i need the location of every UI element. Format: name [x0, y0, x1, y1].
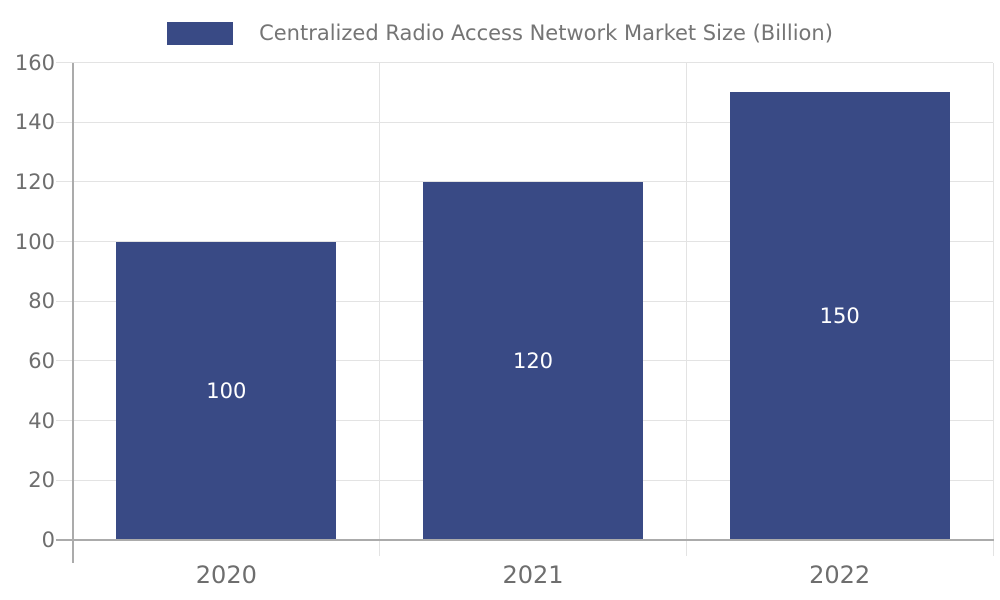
y-axis-tick — [56, 479, 73, 481]
y-axis-tick — [56, 121, 73, 123]
x-axis-tick — [379, 540, 381, 556]
y-tick-label: 80 — [28, 289, 55, 314]
x-axis-tick — [992, 540, 994, 556]
gridline-horizontal — [73, 121, 993, 123]
y-tick-label: 100 — [14, 229, 55, 254]
y-tick-label: 40 — [28, 408, 55, 433]
x-tick-label: 2021 — [502, 561, 564, 589]
y-axis-tick — [56, 360, 73, 362]
y-tick-label: 120 — [14, 169, 55, 194]
bar-value-label: 150 — [819, 304, 860, 329]
x-tick-label: 2020 — [195, 561, 257, 589]
bar: 120 — [423, 181, 643, 540]
x-axis-tick — [685, 540, 687, 556]
y-tick-label: 0 — [41, 528, 55, 552]
gridline-horizontal — [73, 62, 993, 63]
y-axis-tick — [56, 62, 73, 63]
gridline-vertical — [992, 62, 994, 540]
y-axis-tick — [56, 241, 73, 243]
legend-label: Centralized Radio Access Network Market … — [259, 21, 833, 45]
y-axis-tick — [56, 300, 73, 302]
gridline-vertical — [379, 62, 381, 540]
x-tick-label: 2022 — [809, 561, 871, 589]
bar: 150 — [729, 92, 950, 540]
y-axis-tick — [56, 181, 73, 183]
bar: 100 — [116, 241, 337, 540]
y-tick-label: 20 — [28, 468, 55, 493]
y-axis-tick — [56, 420, 73, 422]
gridline-vertical — [685, 62, 687, 540]
bar-value-label: 120 — [512, 348, 554, 373]
x-axis-line — [56, 539, 994, 541]
bar-value-label: 100 — [206, 378, 247, 403]
y-axis-line — [71, 62, 74, 563]
y-tick-label: 140 — [14, 110, 55, 135]
legend-swatch — [167, 21, 234, 45]
y-tick-label: 60 — [28, 348, 55, 373]
legend: Centralized Radio Access Network Market … — [0, 18, 1000, 48]
y-tick-label: 160 — [14, 50, 55, 75]
